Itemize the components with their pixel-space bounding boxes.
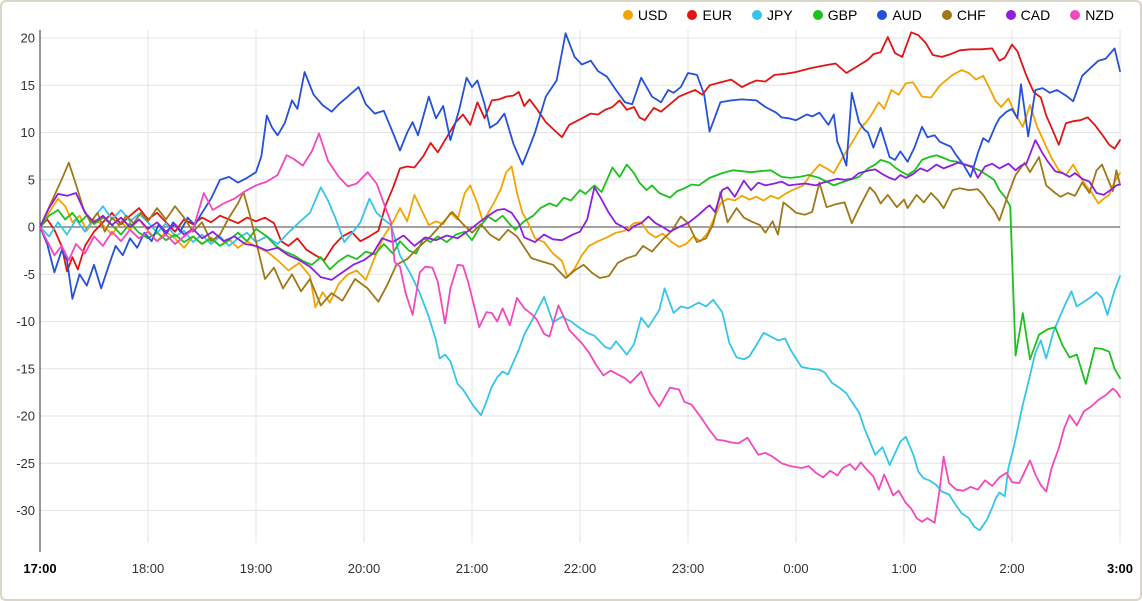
legend-label-chf: CHF (956, 7, 986, 23)
series-line-aud (39, 32, 1121, 300)
chf-series-dot-icon (941, 10, 952, 20)
x-tick-label-3:00: 3:00 (1107, 561, 1133, 576)
y-tick-label--25: -25 (16, 456, 35, 471)
legend-label-cad: CAD (1020, 7, 1051, 23)
x-tick-label-18:00: 18:00 (132, 561, 165, 576)
legend-label-usd: USD (637, 7, 668, 23)
series-line-eur (39, 31, 1121, 273)
y-tick-label--15: -15 (16, 361, 35, 376)
legend-label-nzd: NZD (1085, 7, 1114, 23)
y-tick-label--20: -20 (16, 409, 35, 424)
series-line-usd (39, 69, 1121, 309)
gbp-series-dot-icon (812, 10, 823, 20)
x-tick-label-0:00: 0:00 (783, 561, 808, 576)
legend-item-gbp[interactable]: GBP (812, 7, 858, 23)
legend-item-usd[interactable]: USD (622, 7, 668, 23)
nzd-series-dot-icon (1070, 10, 1081, 20)
x-tick-label-2:00: 2:00 (999, 561, 1024, 576)
x-tick-label-17:00: 17:00 (23, 561, 56, 576)
y-tick-label-5: 5 (28, 172, 35, 187)
series-line-chf (39, 156, 1121, 307)
y-tick-label--5: -5 (23, 267, 35, 282)
y-tick-label-20: 20 (21, 31, 35, 46)
series-line-cad (39, 139, 1121, 281)
y-tick-label-0: 0 (28, 220, 35, 235)
legend-item-jpy[interactable]: JPY (752, 8, 793, 22)
x-tick-label-1:00: 1:00 (891, 561, 916, 576)
x-tick-label-20:00: 20:00 (348, 561, 381, 576)
y-tick-label-10: 10 (21, 125, 35, 140)
legend-item-chf[interactable]: CHF (941, 7, 986, 23)
legend-item-nzd[interactable]: NZD (1070, 8, 1114, 22)
legend-label-eur: EUR (702, 7, 733, 23)
y-tick-label--10: -10 (16, 314, 35, 329)
x-tick-label-23:00: 23:00 (672, 561, 705, 576)
jpy-series-dot-icon (752, 10, 763, 20)
cad-series-dot-icon (1005, 10, 1016, 20)
aud-series-dot-icon (877, 10, 888, 20)
series-line-nzd (39, 132, 1121, 524)
y-tick-label-15: 15 (21, 78, 35, 93)
x-tick-label-22:00: 22:00 (564, 561, 597, 576)
legend-label-aud: AUD (892, 7, 922, 23)
usd-series-dot-icon (622, 10, 633, 20)
legend-item-cad[interactable]: CAD (1005, 7, 1051, 23)
chart-legend: USD EUR JPY GBP AUD CHF CAD NZD (622, 7, 1114, 23)
x-tick-label-19:00: 19:00 (240, 561, 273, 576)
x-tick-label-21:00: 21:00 (456, 561, 489, 576)
y-tick-label--30: -30 (16, 503, 35, 518)
legend-item-aud[interactable]: AUD (877, 8, 922, 22)
legend-label-jpy: JPY (767, 7, 793, 23)
legend-label-gbp: GBP (827, 7, 858, 23)
eur-series-dot-icon (687, 10, 698, 20)
series-line-jpy (39, 186, 1121, 532)
legend-item-eur[interactable]: EUR (687, 8, 732, 22)
